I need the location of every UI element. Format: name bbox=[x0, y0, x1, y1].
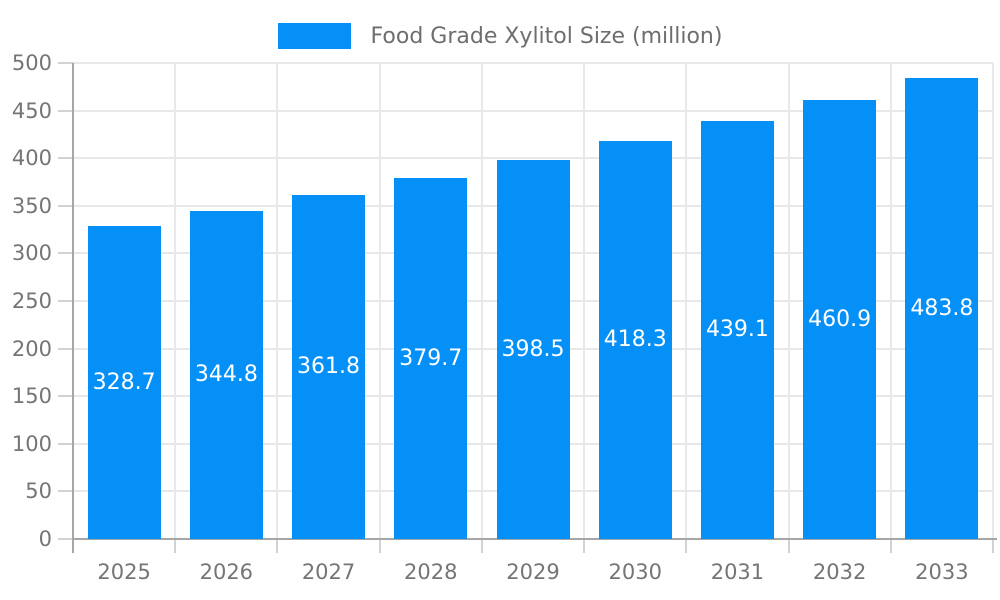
bar-value-label: 379.7 bbox=[399, 345, 463, 371]
bar-value-label: 344.8 bbox=[194, 362, 258, 388]
x-axis-tick bbox=[480, 539, 483, 553]
y-axis-tick bbox=[58, 157, 73, 160]
bar-2033[interactable]: 483.8 bbox=[905, 78, 979, 539]
chart-legend[interactable]: Food Grade Xylitol Size (million) bbox=[0, 16, 1000, 56]
x-axis-tick bbox=[378, 539, 381, 553]
gridline-horizontal bbox=[73, 109, 993, 112]
bar-2025[interactable]: 328.7 bbox=[87, 226, 161, 539]
x-axis-tick bbox=[787, 539, 790, 553]
bar-value-label: 398.5 bbox=[501, 336, 565, 362]
y-axis-tick bbox=[58, 300, 73, 302]
y-axis-tick bbox=[58, 442, 73, 445]
bar-2027[interactable]: 361.8 bbox=[292, 194, 366, 539]
gridline-vertical bbox=[685, 63, 688, 539]
gridline-vertical bbox=[276, 63, 279, 539]
x-axis-label: 2028 bbox=[404, 560, 458, 584]
gridline-vertical bbox=[787, 63, 790, 539]
x-axis-tick bbox=[583, 539, 586, 553]
x-axis-label: 2033 bbox=[915, 560, 969, 584]
x-axis-label: 2026 bbox=[199, 560, 254, 584]
y-axis-label: 400 bbox=[11, 146, 52, 171]
x-axis-tick bbox=[992, 539, 994, 553]
bar-2031[interactable]: 439.1 bbox=[700, 120, 774, 539]
y-axis-tick bbox=[58, 395, 73, 398]
bar-value-label: 439.1 bbox=[705, 317, 769, 343]
x-axis-tick bbox=[276, 539, 279, 553]
bar-value-label: 418.3 bbox=[603, 327, 667, 353]
legend-label: Food Grade Xylitol Size (million) bbox=[370, 23, 723, 49]
gridline-vertical bbox=[480, 63, 483, 539]
x-axis-tick bbox=[685, 539, 688, 553]
x-axis-label: 2025 bbox=[97, 560, 151, 584]
gridline-vertical bbox=[992, 63, 994, 539]
x-axis-label: 2030 bbox=[608, 560, 662, 584]
y-axis-label: 0 bbox=[38, 527, 52, 551]
legend-swatch-icon bbox=[277, 23, 351, 49]
y-axis-tick bbox=[58, 62, 73, 64]
y-axis-label: 250 bbox=[11, 289, 52, 313]
bar-value-label: 328.7 bbox=[92, 370, 156, 396]
gridline-vertical bbox=[889, 63, 892, 539]
y-axis-label: 200 bbox=[11, 336, 52, 361]
gridline-horizontal bbox=[73, 62, 993, 64]
y-axis-tick bbox=[58, 490, 73, 493]
bar-2029[interactable]: 398.5 bbox=[496, 159, 570, 539]
y-axis-label: 150 bbox=[11, 384, 52, 409]
y-axis-tick bbox=[58, 252, 73, 255]
x-axis-label: 2031 bbox=[710, 560, 765, 584]
gridline-vertical bbox=[378, 63, 381, 539]
y-axis-label: 300 bbox=[11, 241, 52, 266]
y-axis-line bbox=[72, 63, 74, 553]
x-axis-label: 2029 bbox=[506, 560, 560, 584]
bar-value-label: 460.9 bbox=[808, 307, 872, 333]
x-axis-line bbox=[73, 538, 997, 540]
x-axis-tick bbox=[889, 539, 892, 553]
y-axis-label: 350 bbox=[11, 193, 52, 218]
y-axis-tick bbox=[58, 538, 73, 540]
gridline-horizontal bbox=[73, 157, 993, 160]
x-axis-tick bbox=[174, 539, 177, 553]
y-axis-tick bbox=[58, 347, 73, 350]
gridline-vertical bbox=[174, 63, 177, 539]
bar-2026[interactable]: 344.8 bbox=[189, 210, 263, 539]
bar-value-label: 361.8 bbox=[297, 354, 361, 380]
bar-2028[interactable]: 379.7 bbox=[394, 177, 468, 539]
gridline-vertical bbox=[583, 63, 586, 539]
bar-2032[interactable]: 460.9 bbox=[803, 100, 877, 539]
y-axis-label: 450 bbox=[11, 98, 52, 123]
x-axis-label: 2032 bbox=[812, 560, 867, 584]
bar-value-label: 483.8 bbox=[910, 296, 974, 322]
x-axis-label: 2027 bbox=[301, 560, 356, 584]
y-axis-label: 50 bbox=[25, 479, 52, 504]
y-axis-label: 500 bbox=[11, 51, 52, 75]
bar-2030[interactable]: 418.3 bbox=[598, 140, 672, 539]
y-axis-label: 100 bbox=[11, 431, 52, 456]
y-axis-tick bbox=[58, 204, 73, 207]
y-axis-tick bbox=[58, 109, 73, 112]
